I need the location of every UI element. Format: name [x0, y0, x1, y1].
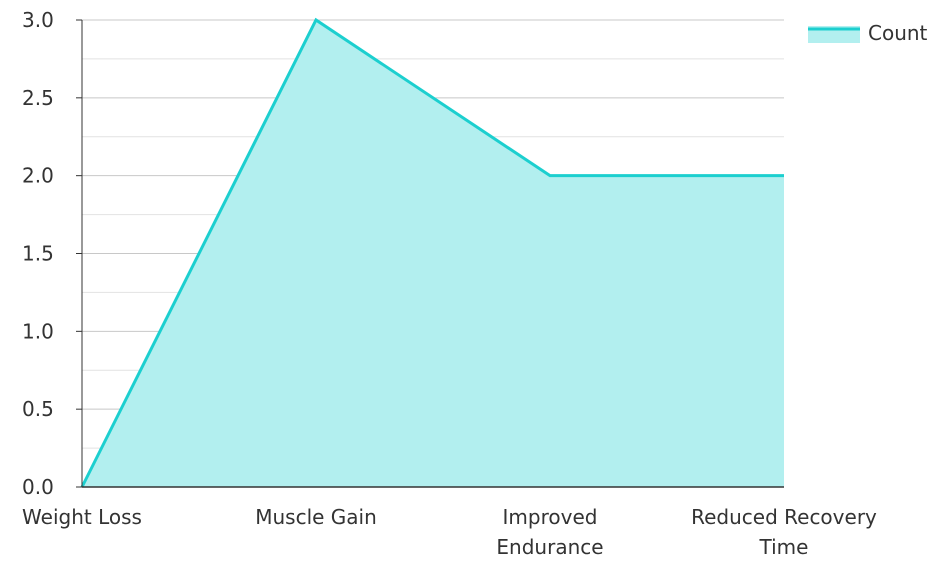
x-tick-label-line: Time — [759, 535, 809, 559]
series-line — [80, 17, 784, 488]
y-tick-label: 3.0 — [22, 8, 54, 32]
legend-label: Count — [868, 21, 928, 45]
x-tick-label: Improved Endurance — [496, 505, 603, 559]
y-tick-label: 1.0 — [22, 319, 54, 343]
x-tick-label-line: Endurance — [496, 535, 603, 559]
y-tick-label: 2.0 — [22, 164, 54, 188]
x-tick-label: Reduced Recovery Time — [691, 505, 877, 559]
y-tick-label: 0.5 — [22, 397, 54, 421]
axes — [76, 19, 784, 488]
series-area-layer — [80, 17, 784, 488]
y-tick-label: 0.0 — [22, 475, 54, 499]
x-tick-label-line: Muscle Gain — [255, 505, 377, 529]
legend[interactable]: Count — [808, 21, 928, 45]
y-tick-labels: 0.0 0.5 1.0 1.5 2.0 2.5 3.0 — [22, 8, 54, 499]
x-tick-labels: Weight Loss Muscle Gain Improved Endurance R… — [22, 505, 877, 559]
y-tick-label: 1.5 — [22, 242, 54, 266]
x-tick-label-line: Reduced Recovery — [691, 505, 877, 529]
x-tick-label: Weight Loss — [22, 505, 142, 529]
y-tick-label: 2.5 — [22, 86, 54, 110]
x-tick-label-line: Improved — [503, 505, 598, 529]
x-tick-label-line: Weight Loss — [22, 505, 142, 529]
x-tick-label: Muscle Gain — [255, 505, 377, 529]
